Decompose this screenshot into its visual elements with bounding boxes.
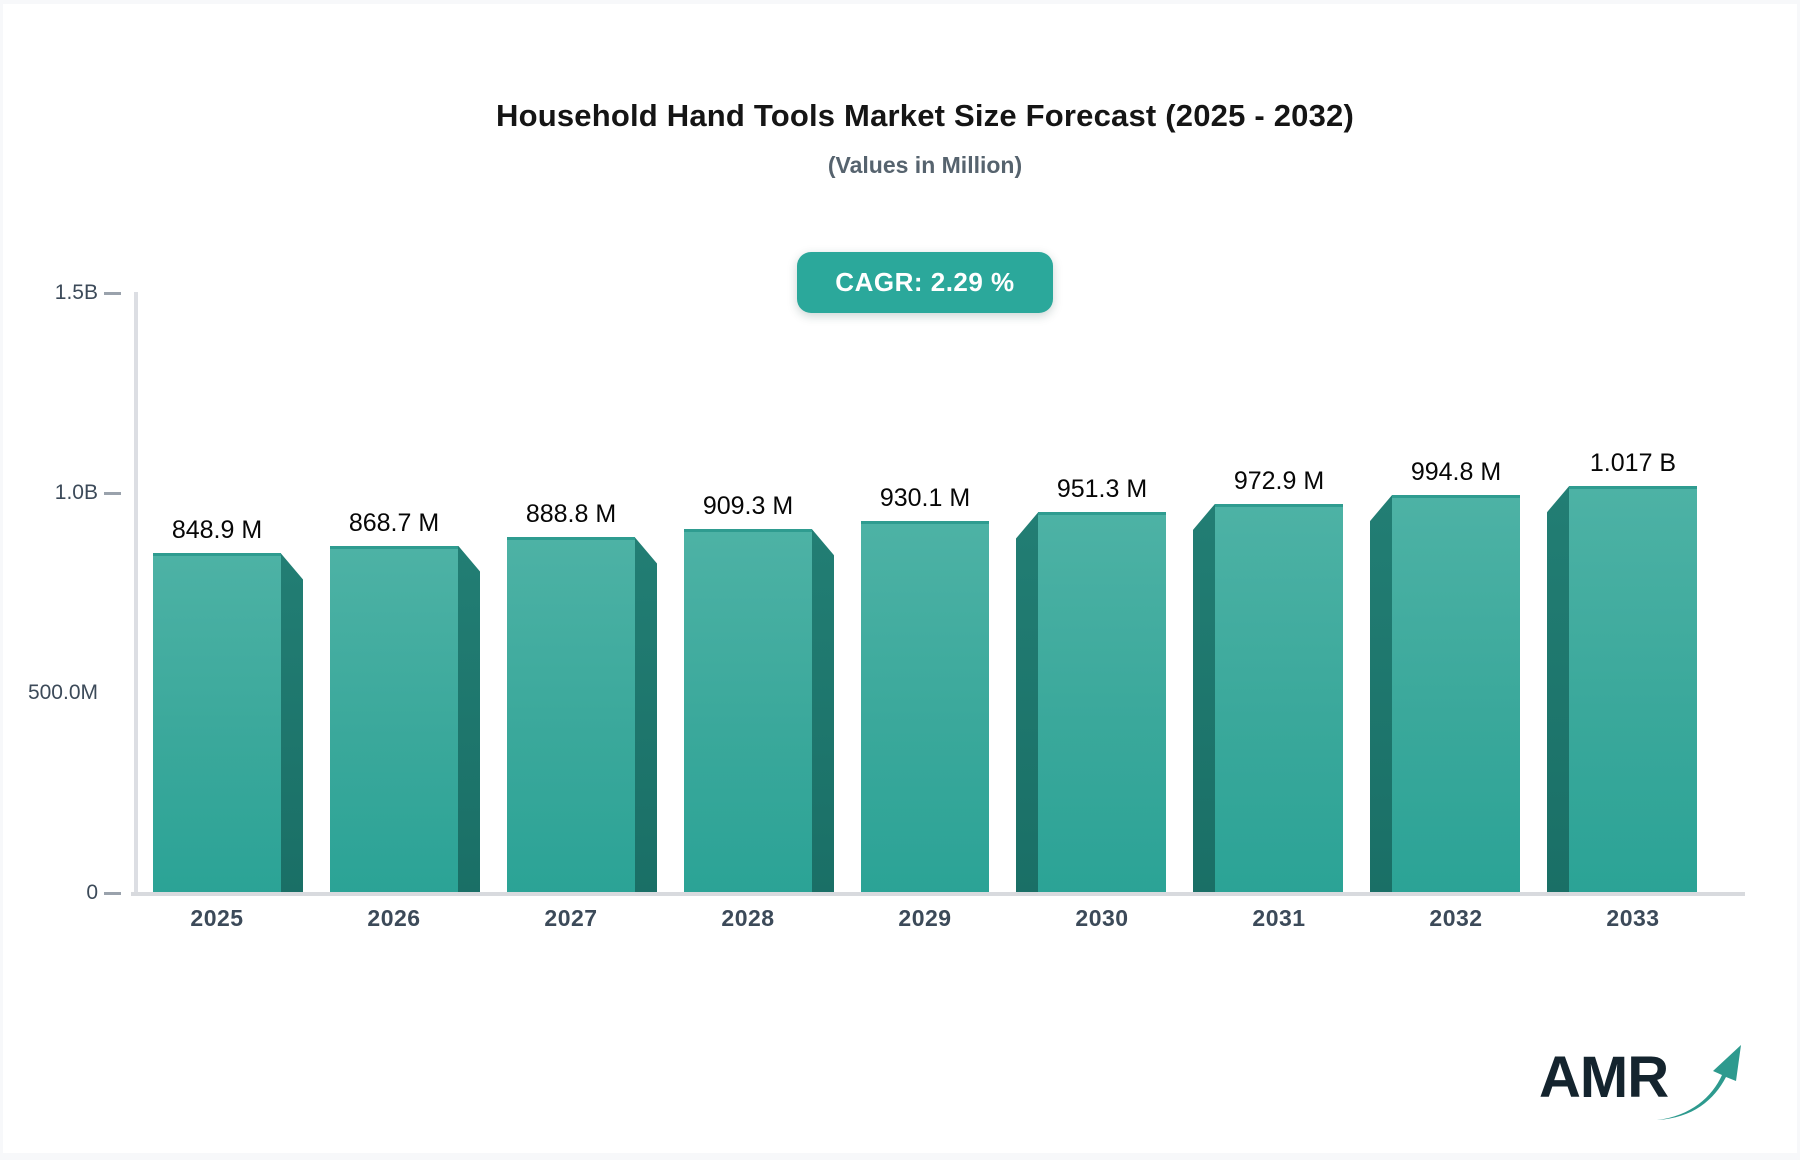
y-tick-label: 1.0B bbox=[54, 481, 98, 504]
amr-logo: AMR bbox=[1539, 1036, 1741, 1126]
bar-2025 bbox=[153, 553, 281, 893]
bar-2029 bbox=[861, 520, 989, 893]
x-axis-line bbox=[131, 892, 1745, 896]
x-axis-label-2025: 2025 bbox=[190, 905, 244, 931]
bar-2028 bbox=[684, 529, 812, 893]
bar-value-label: 951.3 M bbox=[1056, 475, 1148, 504]
x-axis-label-2032: 2032 bbox=[1429, 905, 1483, 931]
growth-arrow-icon bbox=[1657, 1036, 1743, 1129]
bar-2032 bbox=[1392, 495, 1520, 893]
cagr-badge: CAGR: 2.29 % bbox=[797, 252, 1053, 313]
bar-side-panel bbox=[635, 537, 657, 893]
cagr-badge-row: CAGR: 2.29 % bbox=[153, 252, 1697, 313]
amr-logo-text: AMR bbox=[1539, 1045, 1669, 1110]
bar-2030 bbox=[1038, 512, 1166, 893]
bar-side-panel bbox=[281, 553, 303, 893]
bar-value-label: 1.017 B bbox=[1589, 449, 1677, 478]
bar-2033 bbox=[1569, 486, 1697, 893]
bar-value-label: 930.1 M bbox=[879, 483, 971, 512]
x-axis-label-2029: 2029 bbox=[898, 905, 952, 931]
y-tick-mark bbox=[104, 492, 121, 495]
bar-value-label: 972.9 M bbox=[1233, 466, 1325, 495]
y-tick-label: 500.0M bbox=[27, 681, 98, 704]
bar-side-panel bbox=[458, 545, 480, 893]
bar-side-panel bbox=[1016, 512, 1038, 893]
bar-side-panel bbox=[1370, 495, 1392, 893]
x-axis-label-2033: 2033 bbox=[1606, 905, 1660, 931]
bar-side-panel bbox=[1547, 486, 1569, 893]
chart-subtitle: (Values in Million) bbox=[827, 152, 1023, 178]
bar-value-label: 909.3 M bbox=[702, 492, 794, 521]
bar-value-label: 994.8 M bbox=[1410, 458, 1502, 487]
x-axis-label-2030: 2030 bbox=[1075, 905, 1129, 931]
bar-side-panel bbox=[1193, 503, 1215, 893]
x-axis-label-2031: 2031 bbox=[1252, 905, 1306, 931]
y-tick-mark bbox=[104, 892, 121, 895]
y-tick-label: 0 bbox=[86, 881, 98, 904]
bar-chart-plot: 1.5B 1.0B 500.0M 0 848.9 M 2025 868.7 M 2026 888… bbox=[3, 4, 1800, 1160]
bar-side-panel bbox=[812, 529, 834, 893]
y-tick-mark bbox=[104, 292, 121, 295]
chart-title: Household Hand Tools Market Size Forecas… bbox=[495, 98, 1354, 133]
bar-2026 bbox=[330, 545, 458, 893]
bar-value-label: 868.7 M bbox=[348, 508, 440, 537]
y-axis-line bbox=[134, 292, 138, 896]
bar-2031 bbox=[1215, 503, 1343, 893]
bar-value-label: 888.8 M bbox=[525, 500, 617, 529]
y-tick-label: 1.5B bbox=[54, 281, 98, 304]
x-axis-label-2027: 2027 bbox=[544, 905, 598, 931]
x-axis-label-2026: 2026 bbox=[367, 905, 421, 931]
x-axis-label-2028: 2028 bbox=[721, 905, 775, 931]
bar-value-label: 848.9 M bbox=[171, 516, 263, 545]
chart-card: Household Hand Tools Market Size Forecas… bbox=[3, 4, 1797, 1153]
bar-2027 bbox=[507, 537, 635, 893]
